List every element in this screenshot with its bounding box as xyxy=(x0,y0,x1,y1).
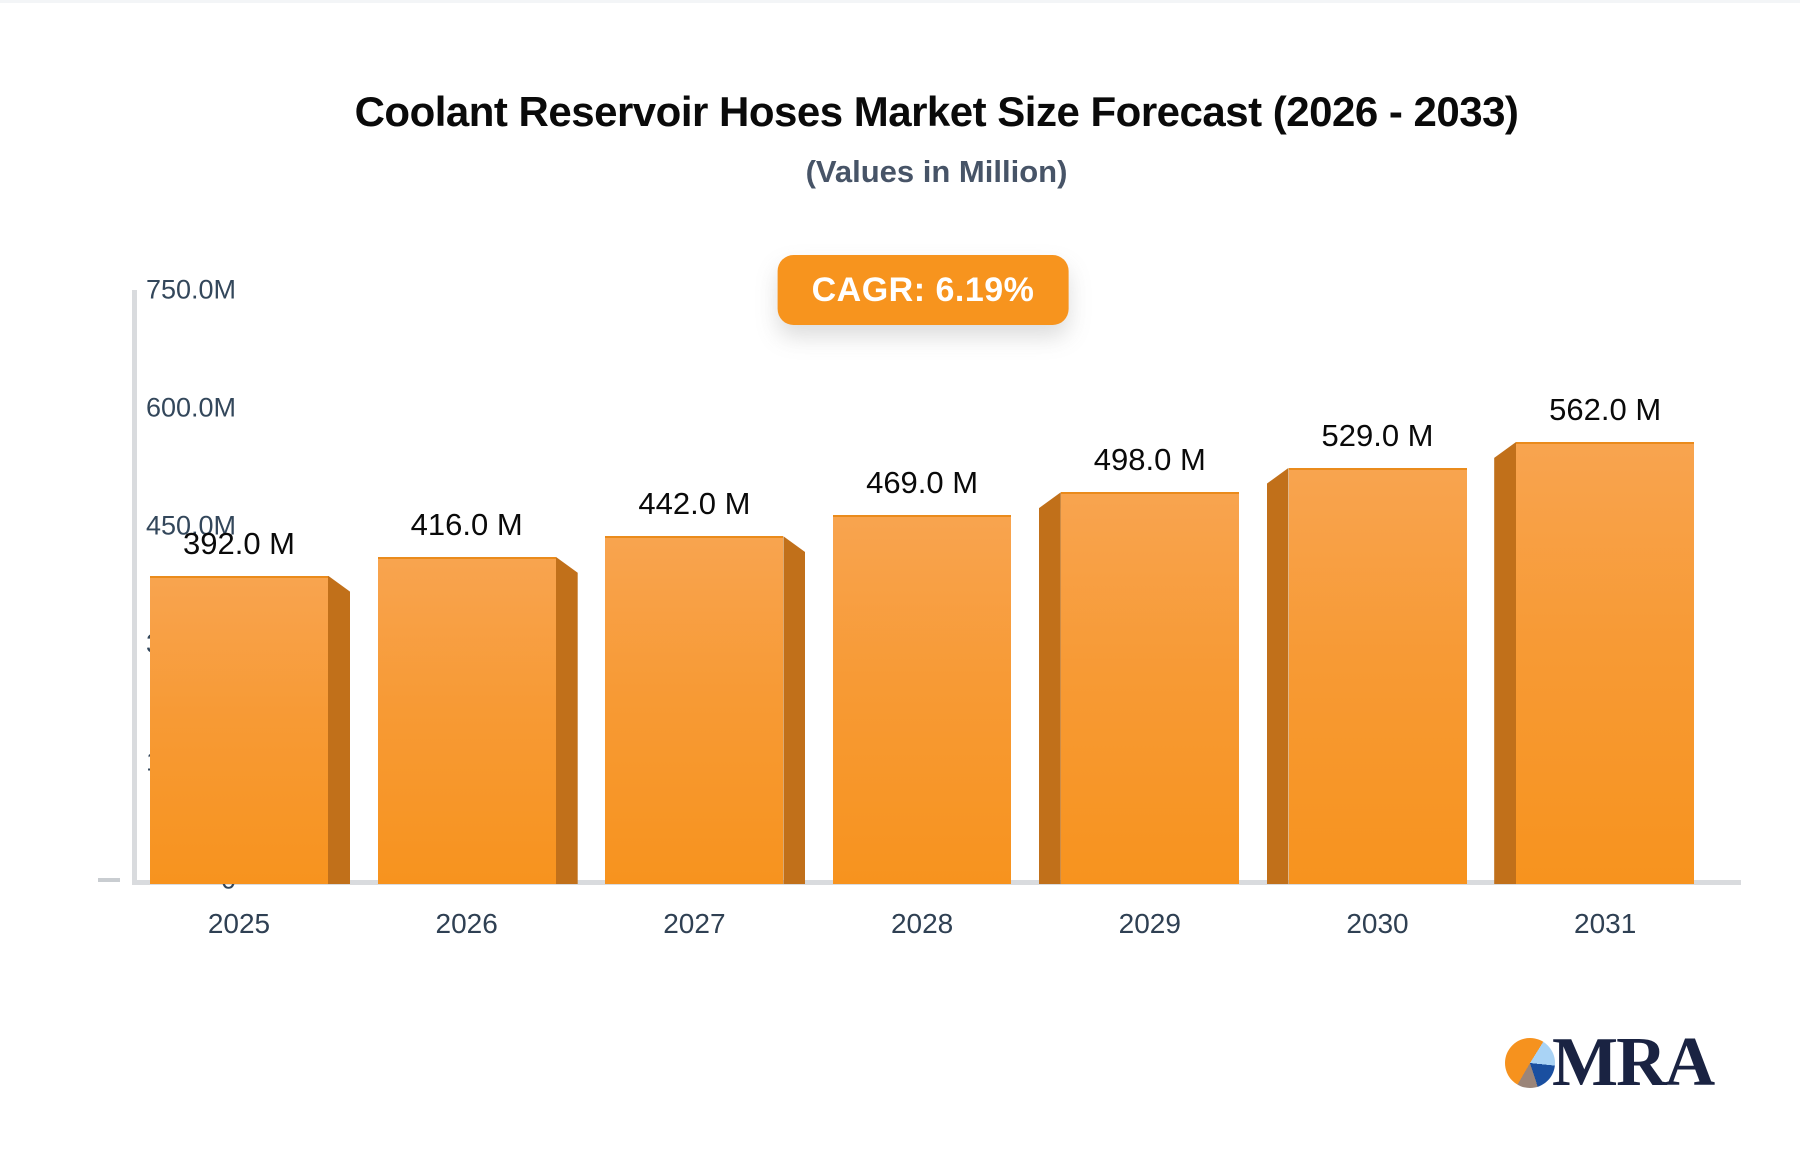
bar-value-label-2029: 498.0 M xyxy=(1093,442,1206,478)
x-tick-label-2029: 2029 xyxy=(1118,908,1181,939)
x-tick-label-2030: 2030 xyxy=(1346,908,1409,939)
bar-2027-bevel xyxy=(783,536,806,884)
bar-value-label-2026: 416.0 M xyxy=(410,506,523,542)
cagr-badge-label: CAGR: 6.19% xyxy=(811,270,1035,309)
y-tick-label-450: 450.0M xyxy=(145,510,236,541)
bar-2025 xyxy=(150,575,328,884)
chart-title: Coolant Reservoir Hoses Market Size Fore… xyxy=(354,88,1519,135)
bar-value-label-2025: 392.0 M xyxy=(182,525,295,561)
mra-logo: MRA xyxy=(1505,1024,1715,1101)
x-tick-label-2028: 2028 xyxy=(890,908,954,939)
bar-2031 xyxy=(1516,441,1695,884)
logo-wordmark: MRA xyxy=(1552,1024,1715,1101)
bar-2029-bevel xyxy=(1038,492,1061,884)
bar-2026-bevel xyxy=(555,556,578,884)
bar-value-label-2027: 442.0 M xyxy=(638,486,751,522)
x-tick-label-2026: 2026 xyxy=(435,908,498,939)
bar-2030 xyxy=(1288,467,1467,884)
y-axis-line xyxy=(132,290,137,885)
pie-chart-logo-icon xyxy=(1505,1038,1555,1088)
y-tick-label-600: 600.0M xyxy=(145,392,236,423)
bar-2026 xyxy=(377,556,556,884)
x-tick-label-2025: 2025 xyxy=(207,908,271,939)
bar-2028 xyxy=(833,515,1012,884)
card-top-border xyxy=(0,0,1800,3)
y-tick-mark-0 xyxy=(98,878,120,882)
y-tick-label-750: 750.0M xyxy=(145,274,236,305)
bar-2025-bevel xyxy=(328,575,350,884)
bar-2031-bevel xyxy=(1494,441,1517,884)
bar-2027 xyxy=(605,536,784,884)
bar-value-label-2030: 529.0 M xyxy=(1321,417,1434,453)
cagr-badge: CAGR: 6.19% xyxy=(777,255,1069,325)
bar-value-label-2028: 469.0 M xyxy=(866,465,979,501)
bar-value-label-2031: 562.0 M xyxy=(1549,391,1662,427)
x-tick-label-2031: 2031 xyxy=(1574,908,1637,939)
chart-subtitle: (Values in Million) xyxy=(805,154,1068,189)
x-tick-label-2027: 2027 xyxy=(663,908,726,939)
chart-header: Coolant Reservoir Hoses Market Size Fore… xyxy=(132,88,1741,190)
bar-2030-bevel xyxy=(1266,467,1289,884)
bar-2029 xyxy=(1060,492,1239,884)
